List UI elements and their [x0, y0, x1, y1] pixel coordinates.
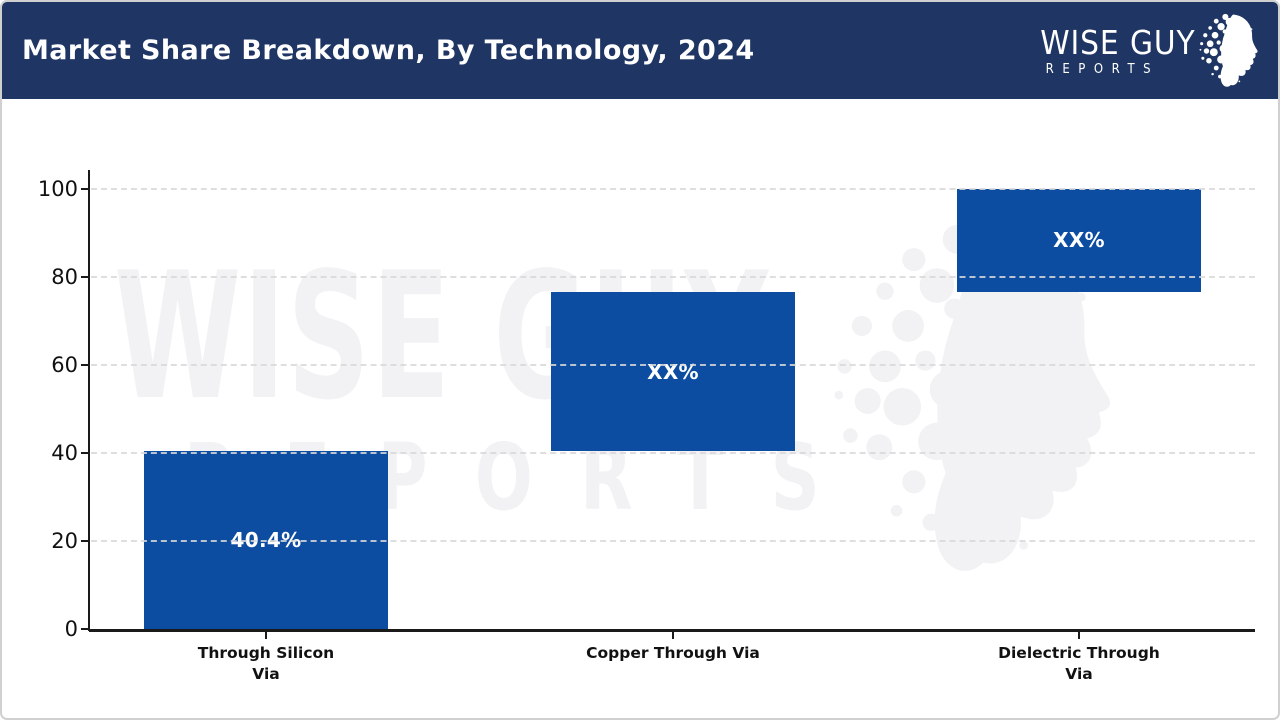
header: Market Share Breakdown, By Technology, 2… [2, 2, 1278, 99]
logo-reports-label: REPORTS [1046, 61, 1160, 77]
x-tick-2 [672, 631, 674, 639]
gridline-100 [91, 188, 1255, 190]
x-tick-3 [1078, 631, 1080, 639]
x-category-label-3: Dielectric Through Via [998, 644, 1160, 683]
y-tick-label-20: 20 [51, 529, 78, 553]
logo-wordmark: WISE GUY [1040, 22, 1196, 62]
bar-value-label-2: XX% [647, 359, 699, 384]
y-tick-60 [81, 364, 89, 366]
brand-logo: WISE GUY REPORTS [1023, 11, 1260, 91]
bar-2: XX% [551, 291, 795, 452]
x-tick-1 [265, 631, 267, 639]
gridline-80 [91, 276, 1255, 278]
x-category-label-2: Copper Through Via [586, 644, 760, 662]
y-axis-line [88, 170, 90, 631]
y-tick-80 [81, 276, 89, 278]
y-tick-40 [81, 452, 89, 454]
x-axis-line [89, 629, 1255, 632]
gridline-20 [91, 540, 1255, 542]
gridline-60 [91, 364, 1255, 366]
y-tick-100 [81, 188, 89, 190]
y-tick-20 [81, 540, 89, 542]
y-tick-label-0: 0 [64, 617, 78, 641]
y-tick-label-80: 80 [51, 265, 78, 289]
gridline-40 [91, 452, 1255, 454]
x-category-label-1: Through Silicon Via [197, 644, 335, 683]
bar-value-label-3: XX% [1053, 228, 1105, 253]
y-tick-label-40: 40 [51, 441, 78, 465]
y-tick-0 [81, 628, 89, 630]
logo-face-icon [1199, 13, 1258, 87]
y-tick-label-60: 60 [51, 353, 78, 377]
y-tick-label-100: 100 [37, 177, 78, 201]
chart-title: Market Share Breakdown, By Technology, 2… [22, 35, 755, 66]
brand-logo-text: WISE GUY REPORTS [1041, 26, 1196, 76]
